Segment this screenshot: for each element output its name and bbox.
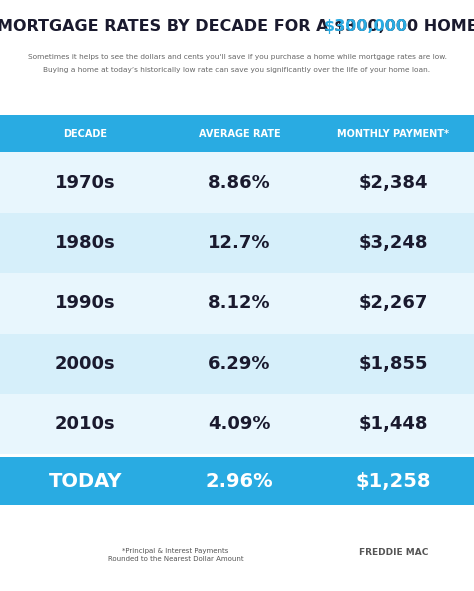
Text: 1990s: 1990s (55, 294, 116, 313)
Text: $1,855: $1,855 (359, 355, 428, 373)
Text: $300,000: $300,000 (324, 19, 408, 34)
Text: 2010s: 2010s (55, 415, 116, 433)
Text: 1970s: 1970s (55, 174, 116, 191)
Text: $3,248: $3,248 (359, 234, 428, 252)
Text: AVERAGE RATE: AVERAGE RATE (199, 129, 280, 139)
Text: 12.7%: 12.7% (208, 234, 271, 252)
Text: $1,258: $1,258 (356, 472, 431, 491)
Text: TODAY: TODAY (48, 472, 122, 491)
Text: $2,384: $2,384 (359, 174, 428, 191)
FancyBboxPatch shape (0, 115, 474, 152)
FancyBboxPatch shape (0, 394, 474, 454)
Text: 2000s: 2000s (55, 355, 116, 373)
Text: *Principal & Interest Payments
Rounded to the Nearest Dollar Amount: *Principal & Interest Payments Rounded t… (108, 548, 243, 563)
FancyBboxPatch shape (0, 152, 474, 213)
FancyBboxPatch shape (0, 334, 474, 394)
Text: 6.29%: 6.29% (208, 355, 271, 373)
Text: MONTHLY PAYMENT*: MONTHLY PAYMENT* (337, 129, 449, 139)
FancyBboxPatch shape (0, 213, 474, 273)
Text: 1980s: 1980s (55, 234, 116, 252)
Text: 2.96%: 2.96% (206, 472, 273, 491)
Text: 8.86%: 8.86% (208, 174, 271, 191)
Text: 4.09%: 4.09% (208, 415, 271, 433)
Text: 8.12%: 8.12% (208, 294, 271, 313)
Text: Buying a home at today’s historically low rate can save you significantly over t: Buying a home at today’s historically lo… (44, 67, 430, 73)
FancyBboxPatch shape (0, 457, 474, 505)
Text: FREDDIE MAC: FREDDIE MAC (359, 548, 428, 557)
Text: Sometimes it helps to see the dollars and cents you'll save if you purchase a ho: Sometimes it helps to see the dollars an… (27, 54, 447, 60)
Text: DECADE: DECADE (64, 129, 107, 139)
Text: MORTGAGE RATES BY DECADE FOR A $300,000 HOME: MORTGAGE RATES BY DECADE FOR A $300,000 … (0, 19, 474, 34)
Text: $1,448: $1,448 (359, 415, 428, 433)
FancyBboxPatch shape (0, 273, 474, 334)
Text: $2,267: $2,267 (359, 294, 428, 313)
